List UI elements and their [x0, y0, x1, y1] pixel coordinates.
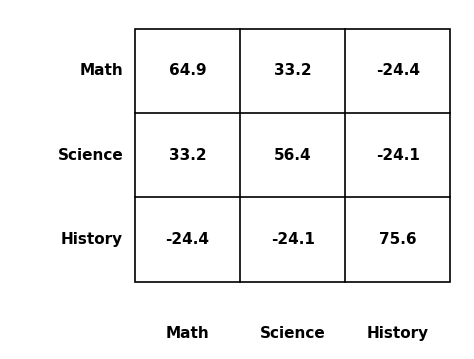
Text: Science: Science [260, 326, 326, 341]
Text: -24.1: -24.1 [376, 148, 419, 163]
Text: History: History [61, 232, 123, 247]
Bar [135, 29, 450, 282]
Text: -24.4: -24.4 [376, 64, 420, 78]
Text: 33.2: 33.2 [169, 148, 207, 163]
Text: -24.1: -24.1 [271, 232, 315, 247]
Text: Math: Math [80, 64, 123, 78]
Text: 75.6: 75.6 [379, 232, 417, 247]
Text: 56.4: 56.4 [274, 148, 311, 163]
Text: 64.9: 64.9 [169, 64, 207, 78]
Text: 33.2: 33.2 [274, 64, 311, 78]
Text: -24.4: -24.4 [165, 232, 210, 247]
Text: Math: Math [166, 326, 210, 341]
Text: Science: Science [57, 148, 123, 163]
Text: History: History [367, 326, 429, 341]
